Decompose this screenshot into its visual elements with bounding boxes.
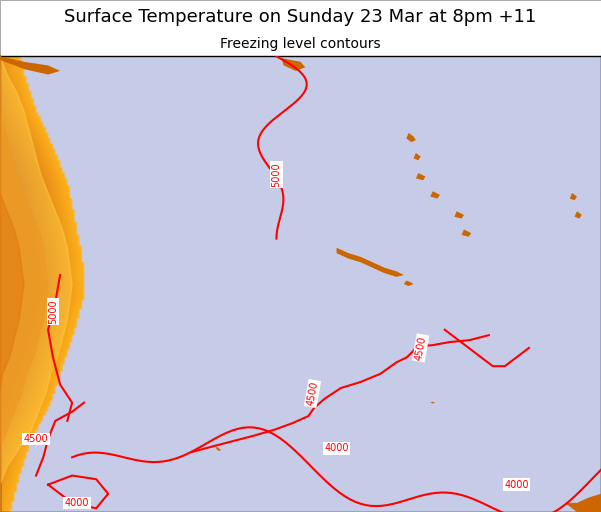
Text: 4000: 4000 [505, 480, 529, 489]
Polygon shape [406, 133, 416, 142]
Text: Freezing level contours: Freezing level contours [220, 37, 381, 51]
Polygon shape [570, 193, 577, 200]
Polygon shape [168, 20, 185, 31]
Polygon shape [0, 56, 84, 512]
Polygon shape [462, 229, 471, 237]
Polygon shape [0, 56, 84, 512]
Text: 5000: 5000 [48, 299, 58, 324]
Polygon shape [430, 191, 440, 199]
Polygon shape [0, 56, 88, 512]
Polygon shape [0, 56, 86, 512]
Polygon shape [404, 281, 413, 286]
Text: 4000: 4000 [65, 498, 89, 508]
Polygon shape [0, 56, 48, 512]
Polygon shape [260, 42, 279, 53]
Polygon shape [0, 56, 72, 512]
Polygon shape [216, 446, 221, 451]
Polygon shape [228, 29, 252, 42]
Polygon shape [416, 173, 426, 180]
Polygon shape [413, 153, 421, 160]
Text: 4500: 4500 [305, 380, 320, 407]
Polygon shape [454, 211, 464, 219]
Text: Surface Temperature on Sunday 23 Mar at 8pm +11: Surface Temperature on Sunday 23 Mar at … [64, 8, 537, 26]
Polygon shape [0, 56, 60, 75]
Text: 4000: 4000 [325, 443, 349, 453]
Polygon shape [0, 56, 86, 512]
Polygon shape [0, 56, 24, 512]
Text: 4500: 4500 [24, 434, 48, 444]
Polygon shape [195, 24, 216, 34]
Polygon shape [281, 58, 305, 71]
Polygon shape [575, 211, 582, 219]
Polygon shape [337, 248, 404, 277]
Polygon shape [0, 56, 89, 512]
Polygon shape [565, 494, 601, 512]
Text: 4500: 4500 [413, 335, 428, 361]
Text: 5000: 5000 [272, 162, 281, 187]
Polygon shape [430, 402, 435, 403]
